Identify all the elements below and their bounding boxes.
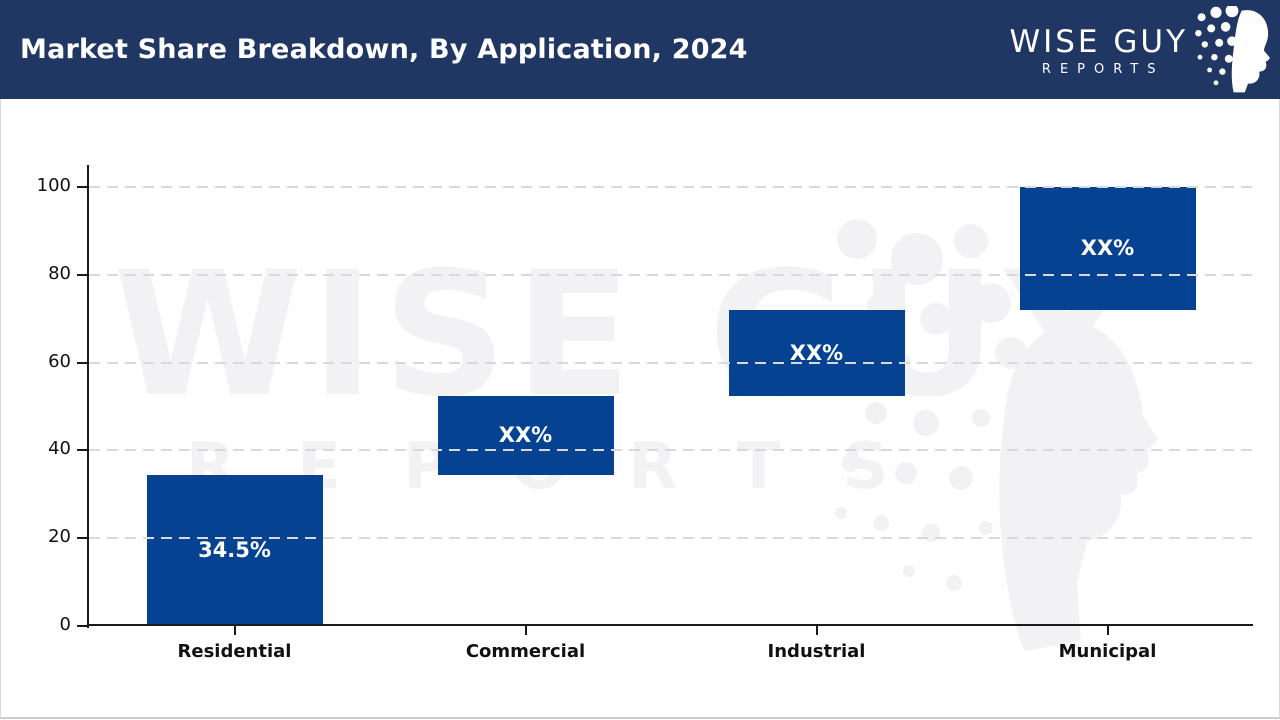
logo-wordmark: WISE GUY xyxy=(1009,23,1188,60)
logo-subtitle: REPORTS xyxy=(1041,61,1165,77)
bar-residential: 34.5% xyxy=(146,474,323,626)
gridline-20 xyxy=(89,537,1253,540)
y-axis-line xyxy=(87,165,89,628)
x-axis-category-label: Residential xyxy=(177,641,292,662)
y-axis-tick-label: 0 xyxy=(59,614,71,635)
y-axis-tick xyxy=(77,273,87,276)
x-axis-category-label: Commercial xyxy=(465,641,586,662)
x-axis-line xyxy=(87,624,1253,626)
gridline-40 xyxy=(89,449,1253,452)
gridline-80 xyxy=(89,273,1253,276)
y-axis-tick xyxy=(77,361,87,364)
plot-area: 0 20 40 60 80 100 34.5% XX% XX% XX% Residential Com… xyxy=(37,165,1253,662)
x-axis-tick xyxy=(815,626,818,635)
y-axis-tick-label: 60 xyxy=(48,350,71,372)
x-axis-tick xyxy=(524,626,527,635)
bar-value-label: XX% xyxy=(498,423,553,448)
y-axis-tick xyxy=(77,449,87,452)
wise-guy-logo: WISE GUY REPORTS xyxy=(1009,4,1272,96)
bar-industrial: XX% xyxy=(728,309,905,396)
gridline-100 xyxy=(89,186,1253,188)
bar-value-label: 34.5% xyxy=(198,538,271,563)
y-axis-tick-label: 40 xyxy=(48,438,71,460)
y-axis-tick-label: 100 xyxy=(36,175,71,196)
x-axis-tick xyxy=(233,626,236,635)
y-axis-tick xyxy=(77,537,87,540)
header-bar: Market Share Breakdown, By Application, … xyxy=(0,0,1280,99)
head-profile-logo-icon xyxy=(1195,6,1270,93)
y-axis-tick xyxy=(77,186,87,188)
x-axis-category-label: Municipal xyxy=(1058,641,1157,662)
bar-municipal: XX% xyxy=(1019,187,1196,310)
chart-canvas: WISE GUY REPORTS 02040608010034.5%XX%XX%… xyxy=(0,99,1280,719)
y-axis-tick xyxy=(77,625,87,627)
y-axis-tick-label: 20 xyxy=(48,526,71,548)
bar-value-label: XX% xyxy=(1080,236,1135,261)
x-axis-category-label: Industrial xyxy=(767,641,866,662)
bar-value-label: XX% xyxy=(789,340,844,365)
x-axis-tick xyxy=(1106,626,1109,635)
logo-text: WISE GUY REPORTS xyxy=(1009,24,1188,77)
bar-commercial: XX% xyxy=(437,395,614,475)
gridline-60 xyxy=(89,361,1253,364)
page-title: Market Share Breakdown, By Application, … xyxy=(20,34,748,65)
y-axis-tick-label: 80 xyxy=(48,262,71,284)
